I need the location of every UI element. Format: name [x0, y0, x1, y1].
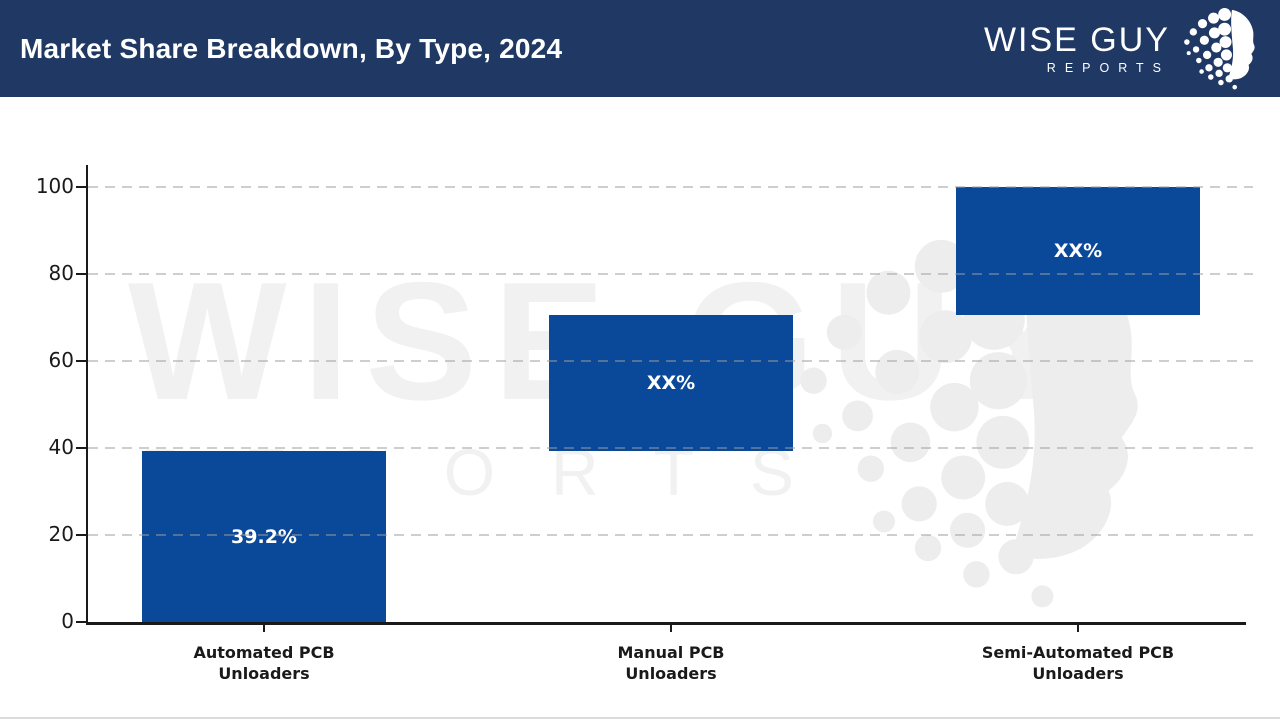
chart-title: Market Share Breakdown, By Type, 2024: [20, 32, 563, 64]
gridline: [88, 273, 1253, 275]
y-axis-tick-label: 20: [48, 522, 74, 546]
x-axis-tick: [263, 625, 265, 632]
y-axis-tick: [76, 447, 86, 449]
category-label-line: Unloaders: [1032, 664, 1124, 683]
logo-text: WISE GUY REPORTS: [984, 23, 1170, 75]
x-axis-tick: [1077, 625, 1079, 632]
gridline: [88, 360, 1253, 362]
bottom-border: [0, 717, 1280, 719]
logo-subtext: REPORTS: [1046, 60, 1170, 75]
logo-wordmark: WISE GUY: [983, 20, 1170, 59]
gridline: [88, 447, 1253, 449]
y-axis-line: [86, 165, 88, 625]
bar-value-label: XX%: [1053, 239, 1103, 262]
category-label-line: Manual PCB: [617, 643, 725, 662]
category-label-line: Unloaders: [625, 664, 717, 683]
y-axis-tick: [76, 186, 86, 188]
y-axis-tick-label: 40: [48, 435, 74, 459]
category-label: Manual PCB Unloaders: [541, 642, 801, 684]
bar: XX%: [549, 314, 793, 452]
plot-area: 0 20 40 60 80 100 39.2% Automated PCB Unloaders X…: [0, 97, 1280, 720]
category-label: Automated PCB Unloaders: [134, 642, 394, 684]
bar: 39.2%: [142, 451, 386, 622]
y-axis-tick-label: 100: [35, 174, 74, 198]
gridline: [88, 186, 1253, 188]
wiseguy-logo: WISE GUY REPORTS: [984, 6, 1280, 91]
y-axis-tick-label: 0: [61, 609, 74, 633]
y-axis-tick: [76, 360, 86, 362]
y-axis-tick: [76, 621, 86, 623]
logo-face-icon: [1184, 8, 1255, 90]
chart-card: WISE GUY REPORTS 0 20 40 60 80 100 39.2% Automa…: [0, 97, 1280, 720]
x-axis-line: [86, 622, 1246, 625]
y-axis-tick: [76, 273, 86, 275]
category-label: Semi-Automated PCB Unloaders: [948, 642, 1208, 684]
category-label-line: Automated PCB: [193, 643, 335, 662]
category-label-line: Semi-Automated PCB: [981, 643, 1175, 662]
header-banner: Market Share Breakdown, By Type, 2024 WI…: [0, 0, 1280, 97]
gridline: [88, 534, 1253, 536]
bar-value-label: XX%: [646, 372, 696, 395]
bar: XX%: [956, 187, 1200, 315]
y-axis-tick-label: 80: [48, 261, 74, 285]
y-axis-tick-label: 60: [48, 348, 74, 372]
category-label-line: Unloaders: [218, 664, 310, 683]
bar-value-label: 39.2%: [231, 525, 297, 548]
x-axis-tick: [670, 625, 672, 632]
y-axis-tick: [76, 534, 86, 536]
